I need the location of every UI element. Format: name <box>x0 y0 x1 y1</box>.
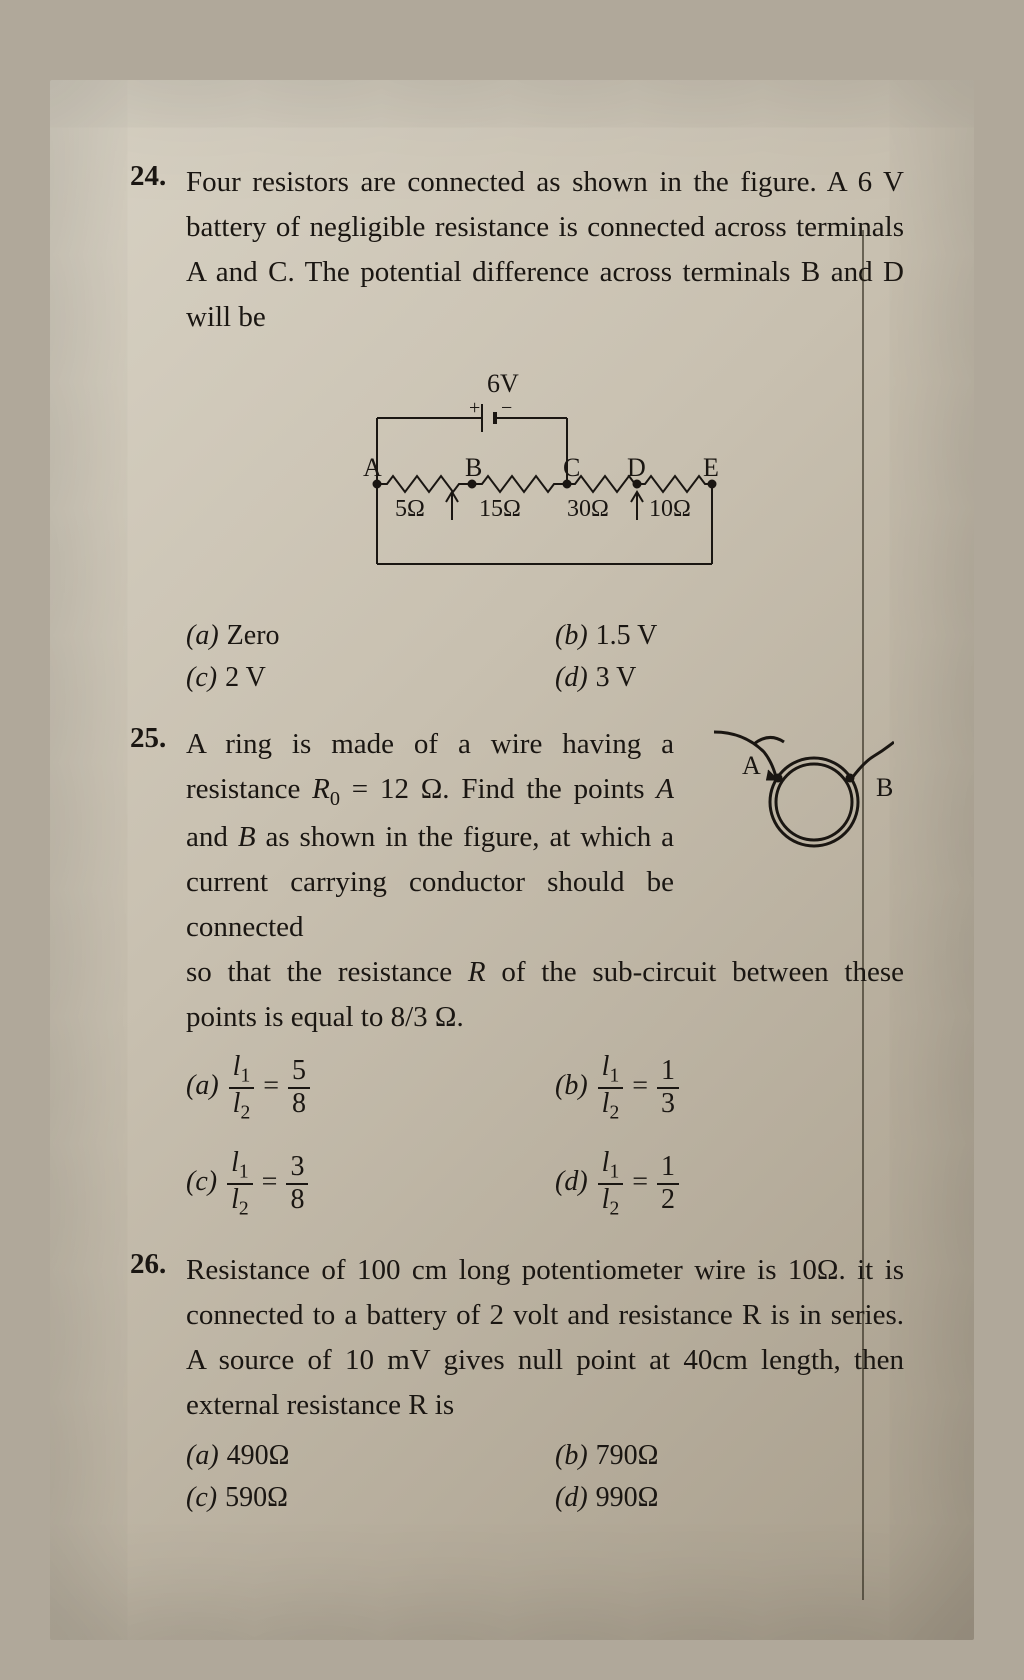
option-label: (a) <box>186 1070 219 1102</box>
option-text: 2 V <box>225 662 266 694</box>
resistor-3: 30Ω <box>567 496 609 522</box>
option-text: l1 l2 = 1 3 <box>596 1052 681 1124</box>
resistor-1: 5Ω <box>395 496 425 522</box>
option-c: (c) 590Ω <box>186 1482 535 1514</box>
option-text: 3 V <box>596 662 637 694</box>
option-a: (a) 490Ω <box>186 1440 535 1472</box>
option-b: (b) 1.5 V <box>555 620 904 652</box>
option-text: 490Ω <box>227 1440 290 1472</box>
option-label: (a) <box>186 620 219 652</box>
ring-label-B: B <box>876 773 893 802</box>
node-B: B <box>465 453 482 482</box>
option-text: Zero <box>227 620 280 652</box>
option-c: (c) 2 V <box>186 662 535 694</box>
option-a: (a) Zero <box>186 620 535 652</box>
option-label: (d) <box>555 1166 588 1198</box>
option-b: (b) l1 l2 = 1 3 <box>555 1052 904 1124</box>
option-c: (c) l1 l2 = 3 8 <box>186 1148 535 1220</box>
node-C: C <box>563 453 580 482</box>
options-25: (a) l1 l2 = 5 8 (b) l1 <box>130 1052 904 1221</box>
question-text: Resistance of 100 cm long potentiometer … <box>186 1248 904 1428</box>
question-header: 24. Four resistors are connected as show… <box>130 160 904 340</box>
option-d: (d) 3 V <box>555 662 904 694</box>
option-label: (d) <box>555 662 588 694</box>
option-label: (c) <box>186 1166 217 1198</box>
ring-diagram: A B <box>694 722 894 872</box>
option-text: 990Ω <box>596 1482 659 1514</box>
option-text: 1.5 V <box>596 620 658 652</box>
resistor-4: 10Ω <box>649 496 691 522</box>
options-24: (a) Zero (b) 1.5 V (c) 2 V (d) 3 V <box>130 620 904 694</box>
svg-text:+: + <box>469 397 480 419</box>
option-label: (c) <box>186 662 217 694</box>
question-header: 26. Resistance of 100 cm long potentiome… <box>130 1248 904 1428</box>
option-text: l1 l2 = 5 8 <box>227 1052 312 1124</box>
option-label: (b) <box>555 1070 588 1102</box>
question-24: 24. Four resistors are connected as show… <box>130 160 904 694</box>
question-26: 26. Resistance of 100 cm long potentiome… <box>130 1248 904 1514</box>
option-d: (d) l1 l2 = 1 2 <box>555 1148 904 1220</box>
option-label: (d) <box>555 1482 588 1514</box>
resistor-2: 15Ω <box>479 496 521 522</box>
question-number: 26. <box>130 1248 186 1281</box>
question-number: 24. <box>130 160 186 193</box>
option-label: (b) <box>555 1440 588 1472</box>
option-text: l1 l2 = 1 2 <box>596 1148 681 1220</box>
option-text: 790Ω <box>596 1440 659 1472</box>
ring-label-A: A <box>742 751 761 780</box>
option-text: l1 l2 = 3 8 <box>225 1148 310 1220</box>
node-E: E <box>703 453 719 482</box>
battery-label: 6V <box>487 369 519 398</box>
question-25: A B 25. A ring is made of a wire having … <box>130 722 904 1220</box>
option-d: (d) 990Ω <box>555 1482 904 1514</box>
option-b: (b) 790Ω <box>555 1440 904 1472</box>
option-label: (b) <box>555 620 588 652</box>
option-label: (c) <box>186 1482 217 1514</box>
svg-text:−: − <box>501 397 512 419</box>
option-a: (a) l1 l2 = 5 8 <box>186 1052 535 1124</box>
option-label: (a) <box>186 1440 219 1472</box>
option-text: 590Ω <box>225 1482 288 1514</box>
circuit-diagram: 6V + − A B C D E <box>287 364 747 594</box>
node-A: A <box>363 453 382 482</box>
page-content: 24. Four resistors are connected as show… <box>50 80 974 1640</box>
question-number: 25. <box>130 722 186 755</box>
question-text: Four resistors are connected as shown in… <box>186 160 904 340</box>
options-26: (a) 490Ω (b) 790Ω (c) 590Ω (d) 990Ω <box>130 1440 904 1514</box>
